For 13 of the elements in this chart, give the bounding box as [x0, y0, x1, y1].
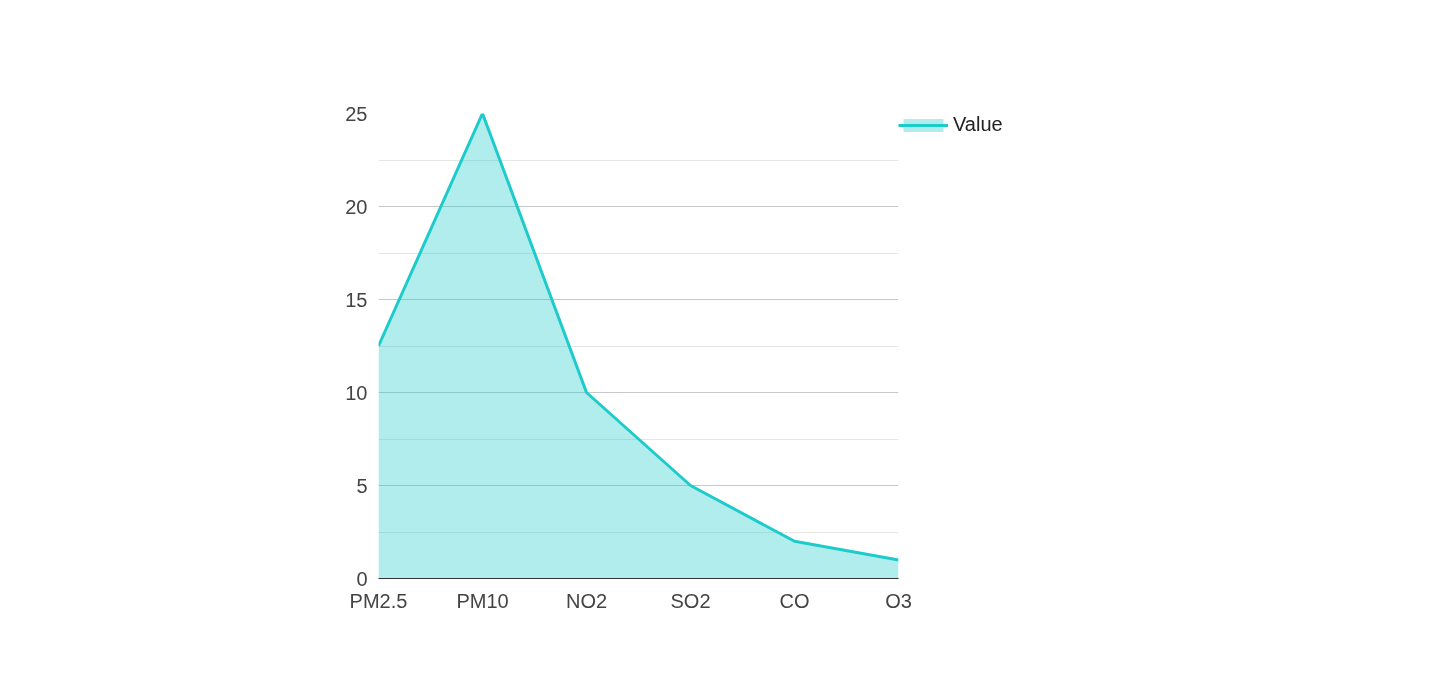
y-tick-label: 15	[345, 288, 368, 311]
y-tick-label: 25	[345, 102, 368, 125]
x-tick-label: NO2	[565, 589, 608, 612]
x-tick-label: SO2	[670, 589, 711, 612]
y-tick-label: 20	[345, 195, 368, 218]
y-tick-label: 0	[356, 567, 368, 590]
y-tick-label: 10	[345, 381, 368, 404]
legend-label: Value	[953, 113, 1003, 136]
x-tick-label: O3	[885, 589, 912, 612]
x-tick-label: PM10	[456, 589, 509, 612]
x-tick-label: CO	[779, 589, 810, 612]
y-tick-label: 5	[356, 474, 368, 497]
x-tick-label: PM2.5	[349, 589, 408, 612]
